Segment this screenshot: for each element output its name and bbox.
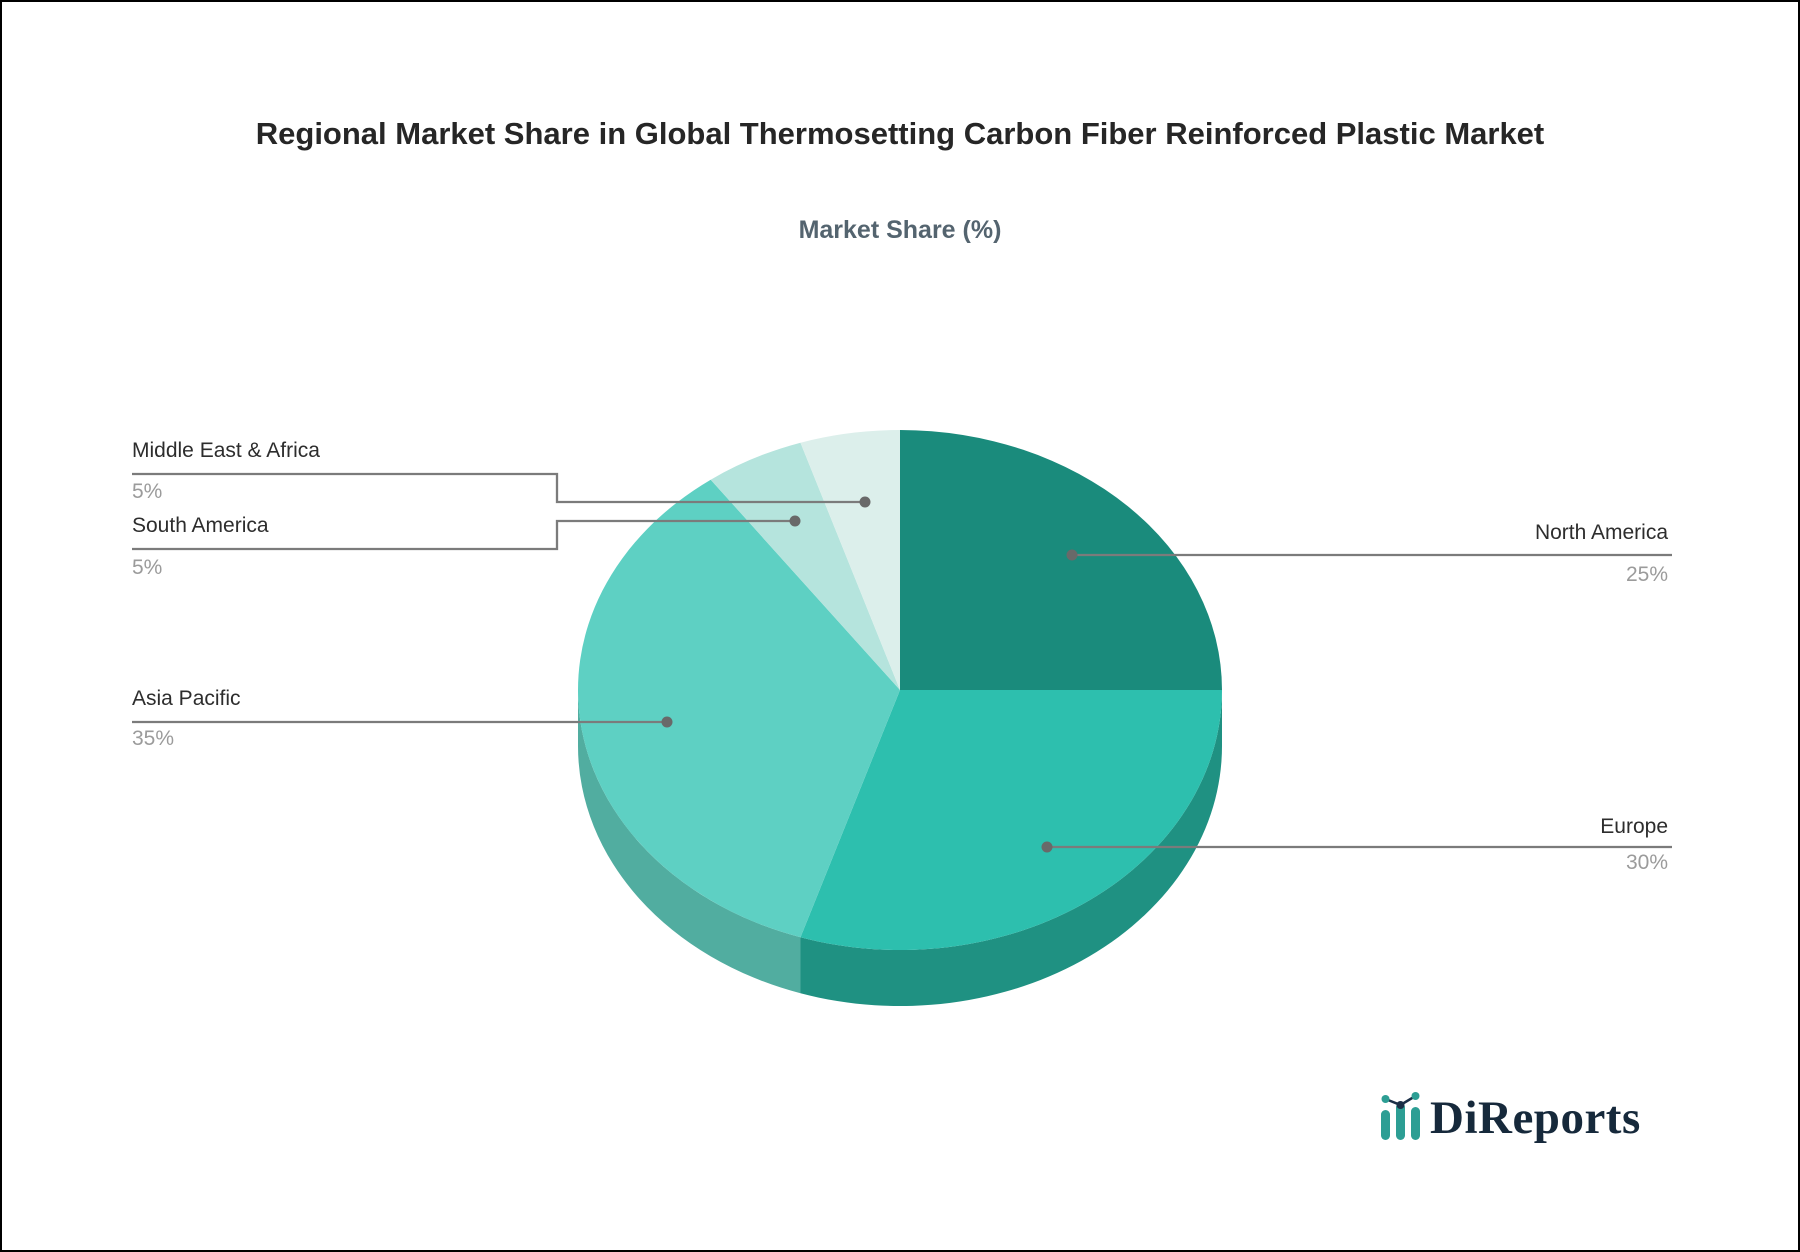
leader-line-4: [132, 472, 860, 504]
slice-value-north-america: 25%: [1625, 563, 1668, 586]
chart-subtitle: Market Share (%): [798, 216, 1002, 244]
slice-value-south-america: 5%: [132, 556, 163, 579]
slice-label-europe: Europe: [1600, 815, 1668, 838]
leader-line-3: [132, 519, 790, 551]
pie-slice-side-1: [800, 690, 1222, 1007]
leader-dot-2: [661, 716, 673, 728]
leader-dot-4: [859, 496, 871, 508]
slice-label-south-america: South America: [132, 514, 269, 537]
leader-dot-0: [1066, 549, 1078, 561]
brand-logo-text: DiReports: [1430, 1092, 1641, 1144]
leader-dot-1: [1041, 841, 1053, 853]
pie-slice-north-america[interactable]: [900, 430, 1222, 690]
chart-title: Regional Market Share in Global Thermose…: [255, 116, 1545, 151]
pie-slice-europe[interactable]: [800, 690, 1223, 951]
pie-slice-south-america[interactable]: [710, 442, 900, 690]
slice-value-europe: 30%: [1625, 851, 1668, 874]
slice-label-middle-east-africa: Middle East & Africa: [132, 439, 320, 462]
brand-logo: DiReports: [1380, 1090, 1641, 1142]
slice-value-middle-east-africa: 5%: [132, 480, 163, 503]
slice-value-asia-pacific: 35%: [132, 727, 175, 750]
pie-slice-middle-east-africa[interactable]: [800, 429, 901, 690]
pie-slice-side-2: [578, 690, 801, 994]
brand-logo-icon: [1381, 1092, 1420, 1140]
leader-dot-3: [789, 515, 801, 527]
slice-label-asia-pacific: Asia Pacific: [132, 687, 241, 710]
slice-label-north-america: North America: [1534, 521, 1668, 544]
pie-slice-asia-pacific[interactable]: [578, 479, 900, 938]
